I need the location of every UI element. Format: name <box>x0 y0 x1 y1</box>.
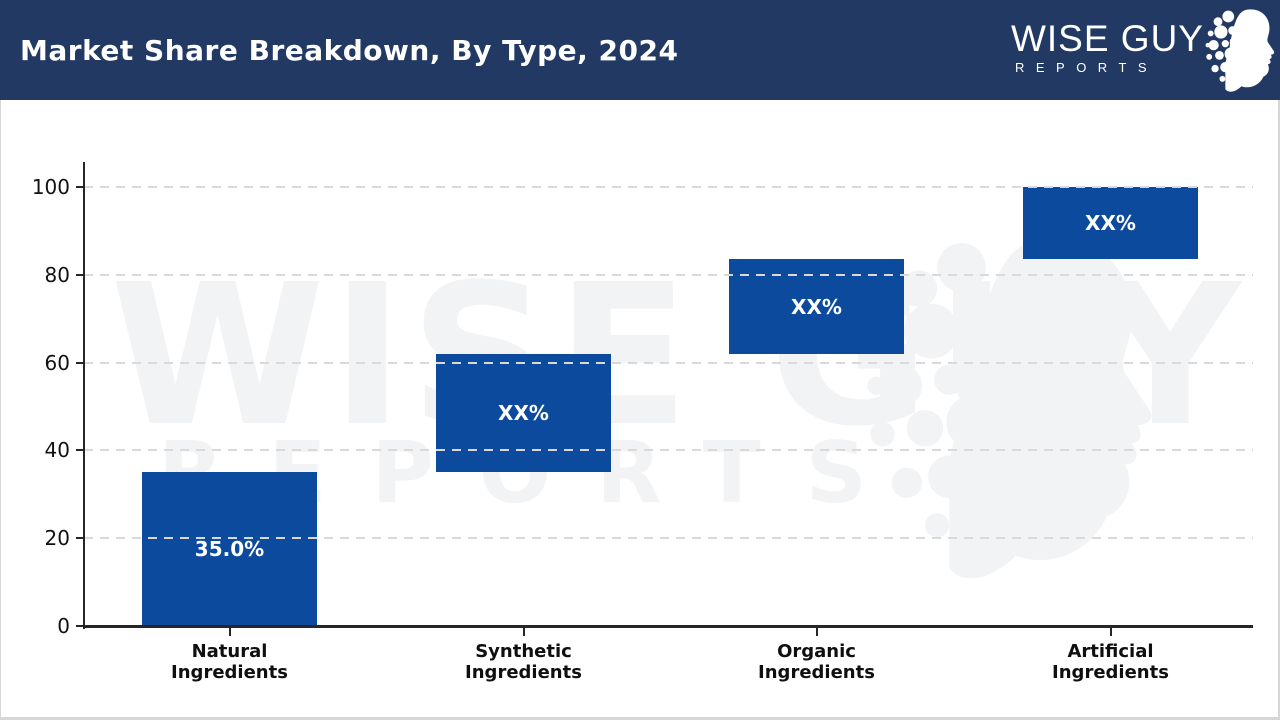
bar-synthetic-ingredients <box>436 353 611 473</box>
y-gridline-80 <box>84 273 1253 276</box>
x-tick-1 <box>228 628 231 636</box>
wise-guy-reports-logo: WISE GUY REPORTS <box>1011 0 1274 100</box>
y-tick-20 <box>76 537 84 540</box>
x-tick-3 <box>815 628 818 636</box>
page-left-border <box>0 100 1 720</box>
y-tick-40 <box>76 449 84 452</box>
page-title: Market Share Breakdown, By Type, 2024 <box>20 33 679 67</box>
x-category-label-2: Synthetic Ingredients <box>465 641 582 683</box>
x-tick-2 <box>522 628 525 636</box>
bar-value-label-artificial-ingredients: XX% <box>1085 211 1136 236</box>
logo-brand-text: WISE GUY <box>1010 18 1204 59</box>
title-bar: Market Share Breakdown, By Type, 2024 WI… <box>0 0 1280 100</box>
logo-text: WISE GUY REPORTS <box>1010 18 1204 76</box>
y-gridline-20 <box>84 537 1253 540</box>
y-gridline-40 <box>84 449 1253 452</box>
logo-face-icon <box>1202 7 1278 95</box>
bar-artificial-ingredients <box>1023 187 1198 260</box>
y-tick-label-0: 0 <box>57 614 70 638</box>
y-tick-label-100: 100 <box>31 175 70 199</box>
y-tick-80 <box>76 273 84 276</box>
page-bottom-border <box>0 717 1280 720</box>
y-tick-0 <box>76 625 84 627</box>
y-gridline-100 <box>84 186 1253 188</box>
bar-value-label-natural-ingredients: 35.0% <box>194 537 265 562</box>
x-category-label-1: Natural Ingredients <box>171 641 288 683</box>
y-tick-label-20: 20 <box>44 526 70 551</box>
x-axis-line <box>83 625 1253 628</box>
y-tick-label-40: 40 <box>44 438 70 463</box>
x-category-label-3: Organic Ingredients <box>758 641 875 683</box>
y-tick-label-80: 80 <box>44 262 70 287</box>
y-gridline-60 <box>84 361 1253 364</box>
y-tick-60 <box>76 361 84 364</box>
y-axis-line <box>83 162 85 629</box>
x-tick-4 <box>1109 628 1112 636</box>
y-tick-100 <box>76 186 84 188</box>
logo-reports-text: REPORTS <box>1014 60 1159 75</box>
x-category-label-4: Artificial Ingredients <box>1052 641 1169 683</box>
y-tick-label-60: 60 <box>44 350 70 375</box>
bar-natural-ingredients <box>142 472 317 626</box>
page-right-border <box>1278 100 1280 720</box>
bar-value-label-organic-ingredients: XX% <box>791 294 842 319</box>
bar-value-label-synthetic-ingredients: XX% <box>498 401 549 426</box>
